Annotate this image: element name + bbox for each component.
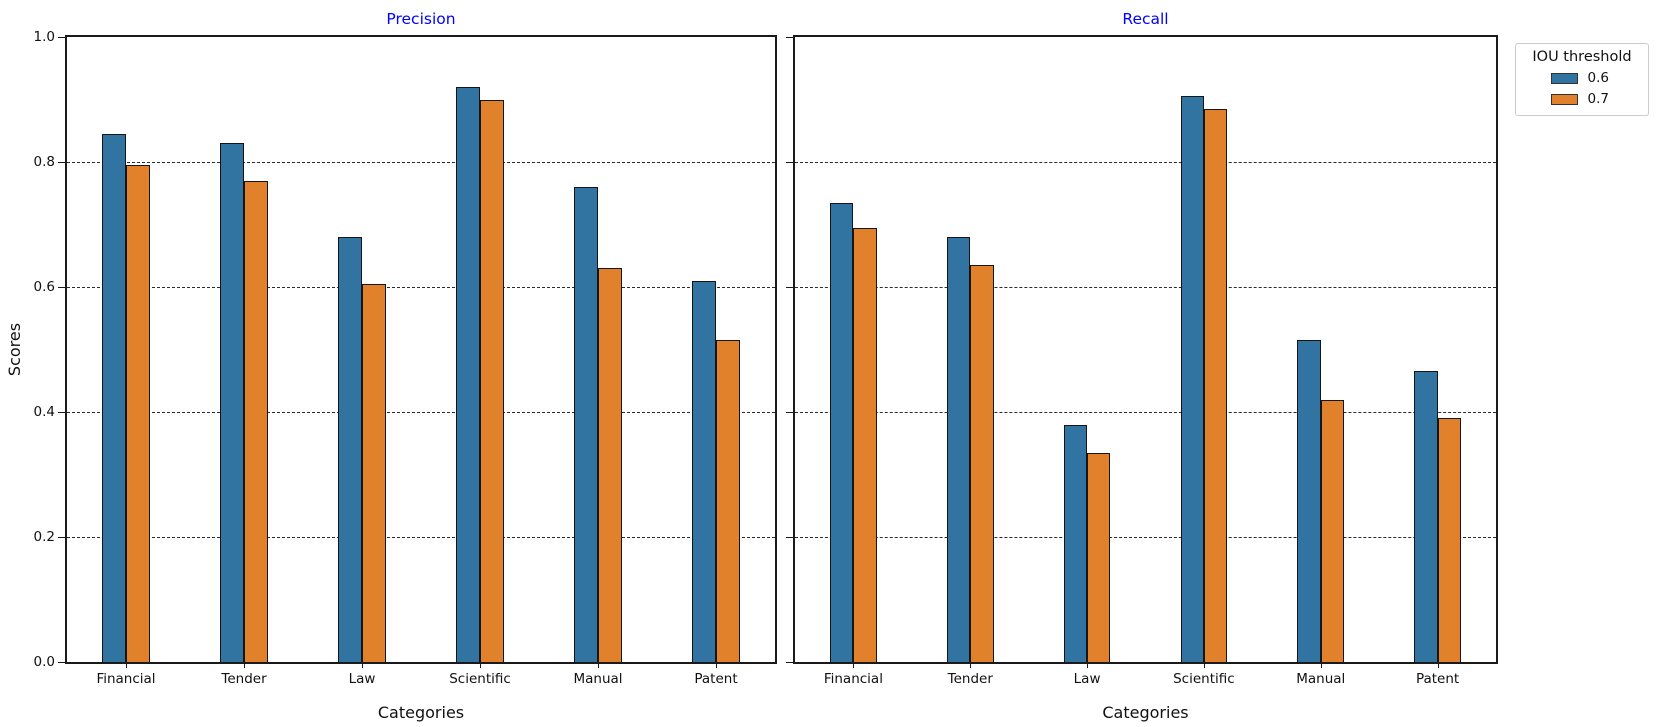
y-tick-label-0.4: 0.4 — [33, 404, 55, 420]
gridline-0.8 — [795, 162, 1496, 163]
gridline-0.6 — [795, 287, 1496, 288]
x-tick-mark-patent — [716, 662, 717, 668]
category-label-manual: Manual — [1296, 671, 1346, 687]
x-tick-mark-financial — [126, 662, 127, 668]
x-tick-mark-law — [1087, 662, 1089, 668]
y-tick-mark-0.0 — [786, 662, 793, 663]
x-tick-mark-scientific — [480, 662, 481, 668]
y-tick-mark-0.8 — [786, 162, 793, 163]
y-tick-label-1.0: 1.0 — [33, 29, 55, 45]
recall-bar-tender-iou07 — [970, 265, 994, 662]
category-label-scientific: Scientific — [1173, 671, 1235, 687]
recall-bar-financial-iou07 — [853, 227, 877, 662]
y-axis-label-wrap: Scores — [2, 0, 28, 699]
recall-bar-financial-iou06 — [830, 202, 854, 662]
y-tick-mark-0.6 — [786, 287, 793, 288]
precision-subplot: Precision Categories 0.0 0.2 0.4 0.6 0.8 1.0 F… — [34, 10, 777, 722]
gridline-0.4 — [67, 412, 775, 413]
recall-bar-tender-iou06 — [946, 237, 971, 662]
recall-bar-manual-iou07 — [1320, 399, 1345, 662]
legend-entry-07: 0.7 — [1522, 91, 1642, 107]
x-tick-mark-tender — [244, 662, 245, 668]
category-label-tender: Tender — [221, 671, 267, 687]
precision-bar-manual-iou07 — [598, 268, 622, 662]
precision-bar-scientific-iou06 — [456, 87, 480, 662]
y-tick-mark-0.4 — [58, 412, 65, 413]
gridline-0.2 — [795, 537, 1496, 538]
y-tick-label-0.2: 0.2 — [33, 529, 55, 545]
category-label-law: Law — [348, 671, 376, 687]
gridline-0.2 — [67, 537, 775, 538]
recall-bar-patent-iou06 — [1414, 371, 1438, 662]
recall-subplot: Recall Categories Financial Tender Law Scie… — [786, 10, 1498, 722]
gridline-0.6 — [67, 287, 775, 288]
category-label-financial: Financial — [96, 671, 156, 687]
gridline-0.4 — [795, 412, 1496, 413]
legend-label-07: 0.7 — [1587, 91, 1609, 107]
subplot-title-precision: Precision — [386, 10, 456, 28]
precision-bar-tender-iou06 — [220, 143, 244, 662]
recall-bar-law-iou07 — [1087, 452, 1111, 662]
legend-swatch-07-icon — [1550, 93, 1578, 105]
y-tick-mark-0.2 — [786, 537, 793, 538]
recall-bar-manual-iou06 — [1297, 340, 1321, 662]
subplot-title-recall: Recall — [1122, 10, 1169, 28]
y-tick-mark-1.0 — [58, 37, 65, 38]
legend-entry-06: 0.6 — [1522, 70, 1642, 86]
recall-bar-law-iou06 — [1063, 424, 1088, 662]
y-tick-mark-0.4 — [786, 412, 793, 413]
y-tick-mark-0.0 — [58, 662, 65, 663]
y-tick-mark-0.2 — [58, 537, 65, 538]
x-axis-label-precision: Categories — [377, 703, 465, 722]
category-label-law: Law — [1073, 671, 1101, 687]
y-tick-label-0.0: 0.0 — [33, 654, 55, 670]
recall-bar-scientific-iou06 — [1180, 96, 1204, 662]
x-tick-mark-manual — [598, 662, 599, 668]
precision-bar-financial-iou07 — [126, 165, 150, 662]
gridline-0.8 — [67, 162, 775, 163]
y-tick-label-0.8: 0.8 — [33, 154, 55, 170]
y-tick-mark-0.8 — [58, 162, 65, 163]
precision-bar-law-iou06 — [338, 237, 362, 662]
category-label-financial: Financial — [823, 671, 883, 687]
precision-bar-financial-iou06 — [102, 133, 126, 662]
y-tick-mark-1.0 — [786, 37, 793, 38]
precision-bar-law-iou07 — [362, 283, 386, 662]
precision-bar-patent-iou07 — [716, 340, 740, 662]
y-tick-mark-0.6 — [58, 287, 65, 288]
precision-bar-patent-iou06 — [692, 280, 716, 662]
x-tick-mark-financial — [853, 662, 855, 668]
y-axis-label: Scores — [5, 322, 25, 377]
x-tick-mark-patent — [1437, 662, 1439, 668]
legend-label-06: 0.6 — [1587, 70, 1609, 86]
recall-bar-scientific-iou07 — [1203, 108, 1228, 662]
x-tick-mark-law — [362, 662, 363, 668]
precision-bar-tender-iou07 — [244, 180, 268, 662]
y-tick-label-0.6: 0.6 — [33, 279, 55, 295]
category-label-patent: Patent — [694, 671, 738, 687]
category-label-manual: Manual — [573, 671, 623, 687]
x-tick-mark-manual — [1320, 662, 1322, 668]
recall-bar-patent-iou07 — [1437, 418, 1461, 662]
precision-bar-manual-iou06 — [574, 187, 598, 662]
legend-swatch-06-icon — [1550, 72, 1578, 84]
x-tick-mark-tender — [970, 662, 972, 668]
category-label-patent: Patent — [1415, 671, 1460, 687]
x-axis-label-recall: Categories — [1102, 703, 1189, 722]
legend: IOU threshold 0.6 0.7 — [1515, 43, 1649, 116]
legend-title: IOU threshold — [1532, 49, 1632, 65]
category-label-scientific: Scientific — [449, 671, 511, 687]
x-tick-mark-scientific — [1203, 662, 1205, 668]
precision-bar-scientific-iou07 — [480, 99, 504, 662]
category-label-tender: Tender — [947, 671, 993, 687]
